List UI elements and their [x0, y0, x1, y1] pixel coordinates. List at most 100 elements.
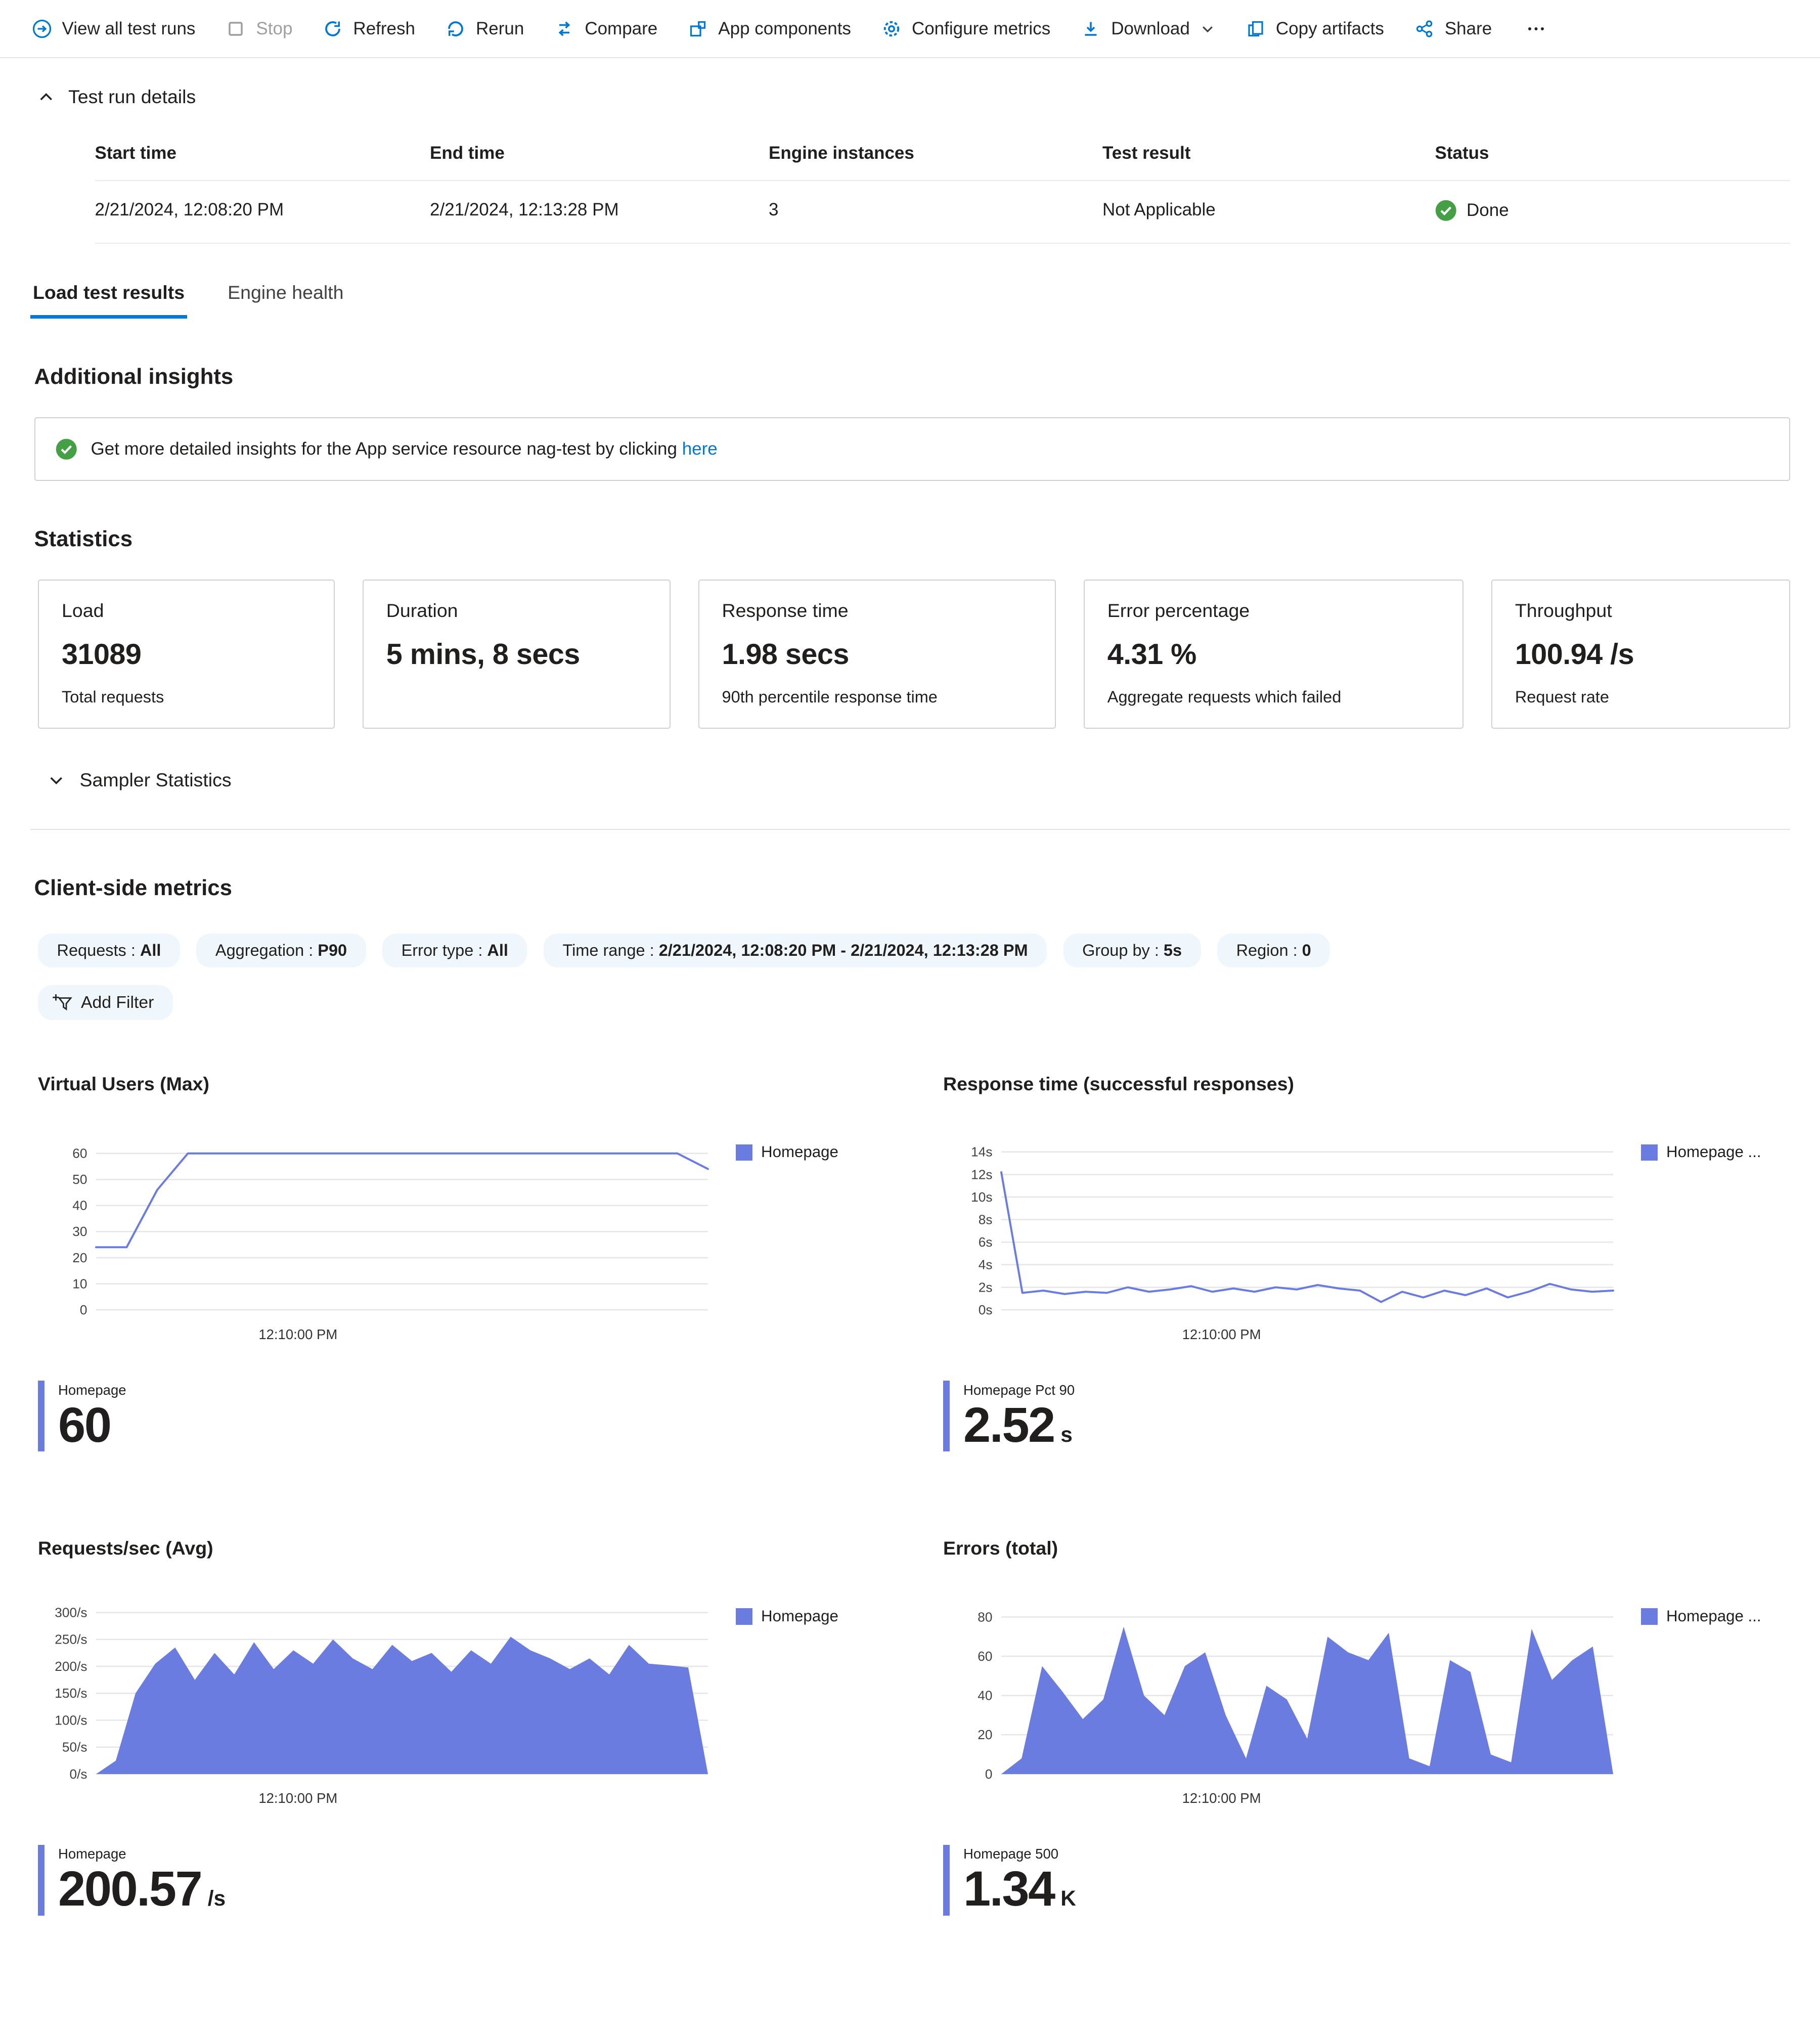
- more-commands-button[interactable]: [1508, 7, 1564, 50]
- filter-pill-error-type[interactable]: Error type : All: [382, 934, 527, 967]
- svg-text:50: 50: [72, 1172, 87, 1187]
- rerun-label: Rerun: [475, 18, 524, 38]
- svg-text:20: 20: [72, 1250, 87, 1265]
- success-check-icon: [56, 438, 77, 460]
- refresh-icon: [325, 21, 341, 36]
- column-header-test-result: Test result: [1102, 143, 1191, 163]
- filter-pill-requests[interactable]: Requests : All: [38, 934, 180, 967]
- app-components-button[interactable]: App components: [674, 7, 865, 50]
- filter-pill-time-range[interactable]: Time range : 2/21/2024, 12:08:20 PM - 2/…: [543, 934, 1047, 967]
- svg-text:10: 10: [72, 1276, 87, 1291]
- table-header-row: Start time End time Engine instances Tes…: [95, 128, 1791, 180]
- svg-text:60: 60: [72, 1146, 87, 1161]
- x-axis-tick: 12:10:00 PM: [258, 1790, 338, 1806]
- chart-virtual-users: Virtual Users (Max) 60 50 40 30 20 10 0 12:10:…: [38, 1058, 872, 1451]
- chart-title: Errors (total): [943, 1537, 1058, 1559]
- stat-unit: K: [1060, 1887, 1076, 1911]
- rerun-button[interactable]: Rerun: [431, 7, 538, 50]
- stat-series-label: Homepage Pct 90: [963, 1382, 1075, 1398]
- arrow-right-circle-icon: [32, 19, 51, 38]
- svg-text:0: 0: [985, 1766, 993, 1782]
- stat-value: 200.57/s: [58, 1861, 226, 1917]
- chart-plot-area[interactable]: 300/s 250/s 200/s 150/s 100/s 50/s 0/s 12:10:0…: [38, 1597, 721, 1817]
- download-button[interactable]: Download: [1067, 7, 1229, 50]
- stat-unit: /s: [207, 1887, 226, 1911]
- chevron-down-icon: [1202, 26, 1213, 32]
- client-side-metrics-heading: Client-side metrics: [34, 875, 232, 900]
- configure-metrics-button[interactable]: Configure metrics: [867, 7, 1064, 50]
- svg-text:10s: 10s: [971, 1189, 992, 1205]
- engine-instances-value: 3: [769, 200, 779, 219]
- svg-text:30: 30: [72, 1224, 87, 1239]
- view-all-test-runs-button[interactable]: View all test runs: [18, 7, 209, 50]
- stop-button[interactable]: Stop: [212, 7, 306, 50]
- legend-label: Homepage: [761, 1607, 838, 1625]
- legend-label: Homepage ...: [1666, 1607, 1761, 1625]
- copy-artifacts-button[interactable]: Copy artifacts: [1231, 7, 1398, 50]
- chevron-up-icon: [40, 93, 52, 100]
- chart-plot-area[interactable]: 80 60 40 20 0 12:10:00 PM: [943, 1597, 1626, 1817]
- test-run-details-toggle[interactable]: Test run details: [38, 86, 1820, 108]
- status-label: Done: [1467, 200, 1509, 220]
- metric-filter-pills: Requests : All Aggregation : P90 Error t…: [38, 934, 1790, 967]
- add-filter-button[interactable]: Add Filter: [38, 985, 173, 1020]
- chart-response-time: Response time (successful responses) 14s…: [943, 1058, 1778, 1451]
- filter-pill-aggregation[interactable]: Aggregation : P90: [196, 934, 366, 967]
- stat-color-bar: [38, 1381, 45, 1451]
- stat-color-bar: [943, 1844, 950, 1916]
- rerun-icon: [448, 21, 463, 36]
- svg-text:14s: 14s: [971, 1144, 992, 1160]
- insight-here-link[interactable]: here: [682, 438, 718, 459]
- chart-plot-area[interactable]: 14s 12s 10s 8s 6s 4s 2s 0s 12:10:00 PM: [943, 1133, 1626, 1353]
- chart-plot-area[interactable]: 60 50 40 30 20 10 0 12:10:00 PM: [38, 1133, 721, 1353]
- tab-load-test-results[interactable]: Load test results: [30, 274, 188, 319]
- chart-legend: Homepage ...: [1641, 1597, 1762, 1817]
- test-run-table: Start time End time Engine instances Tes…: [95, 128, 1791, 244]
- stop-label: Stop: [256, 18, 293, 38]
- stat-card-error-percentage: Error percentage 4.31 % Aggregate reques…: [1083, 580, 1463, 729]
- gear-icon: [883, 21, 900, 36]
- insight-banner: Get more detailed insights for the App s…: [34, 417, 1790, 481]
- chart-summary-stat: Homepage Pct 90 2.52 s: [943, 1381, 1778, 1451]
- chart-legend: Homepage ...: [1641, 1133, 1762, 1353]
- charts-grid: Virtual Users (Max) 60 50 40 30 20 10 0 12:10:…: [38, 1058, 1778, 1986]
- share-label: Share: [1444, 18, 1492, 38]
- svg-text:8s: 8s: [979, 1212, 993, 1227]
- app-components-label: App components: [718, 18, 851, 38]
- stat-card-duration: Duration 5 mins, 8 secs: [362, 580, 671, 729]
- chart-summary-stat: Homepage 200.57/s: [38, 1844, 872, 1917]
- statistics-cards: Load 31089 Total requests Duration 5 min…: [38, 580, 1790, 729]
- download-icon: [1085, 22, 1097, 36]
- legend-swatch: [1641, 1144, 1658, 1161]
- column-header-start-time: Start time: [95, 143, 176, 163]
- stat-series-label: Homepage: [58, 1846, 126, 1862]
- success-check-icon: [1435, 200, 1456, 221]
- insight-message: Get more detailed insights for the App s…: [91, 438, 718, 459]
- stat-value: 2.52 s: [963, 1397, 1073, 1452]
- column-header-engine-instances: Engine instances: [769, 143, 914, 163]
- compare-arrows-icon: [558, 21, 570, 36]
- compare-label: Compare: [585, 18, 658, 38]
- chart-errors: Errors (total) 80 60 40 20 0 12:10:00 PM Hom…: [943, 1522, 1778, 1916]
- chart-legend: Homepage: [736, 1133, 857, 1353]
- svg-text:0: 0: [80, 1302, 87, 1317]
- share-button[interactable]: Share: [1400, 7, 1505, 50]
- svg-text:200/s: 200/s: [55, 1659, 87, 1674]
- stat-unit: s: [1060, 1423, 1073, 1447]
- svg-text:4s: 4s: [979, 1257, 993, 1272]
- legend-swatch: [736, 1608, 752, 1625]
- tab-engine-health[interactable]: Engine health: [228, 282, 344, 303]
- stat-value: 1.34 K: [963, 1861, 1076, 1917]
- filter-pill-group-by[interactable]: Group by : 5s: [1063, 934, 1201, 967]
- view-all-test-runs-label: View all test runs: [62, 18, 196, 38]
- compare-button[interactable]: Compare: [541, 7, 672, 50]
- svg-text:20: 20: [978, 1727, 992, 1742]
- column-header-status: Status: [1435, 143, 1489, 163]
- chart-requests-per-sec: Requests/sec (Avg) 300/s 250/s 200/s 150/s 1…: [38, 1522, 872, 1916]
- sampler-statistics-toggle[interactable]: Sampler Statistics: [48, 769, 1820, 791]
- filter-pill-region[interactable]: Region : 0: [1217, 934, 1330, 967]
- chart-title: Virtual Users (Max): [38, 1073, 210, 1094]
- svg-text:100/s: 100/s: [55, 1712, 87, 1728]
- statistics-heading: Statistics: [34, 526, 133, 551]
- refresh-button[interactable]: Refresh: [309, 7, 429, 50]
